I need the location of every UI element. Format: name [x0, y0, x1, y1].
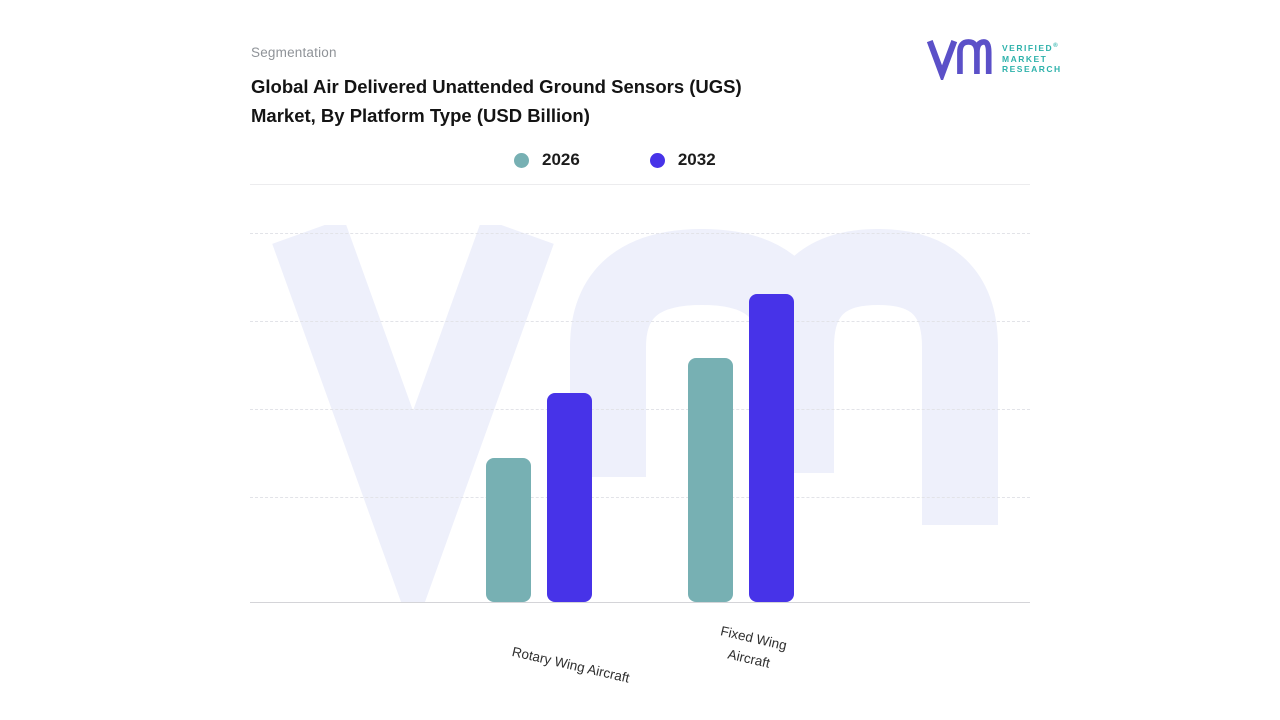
chart-title-line-1: Global Air Delivered Unattended Ground S… — [251, 76, 742, 97]
registered-mark: ® — [1053, 43, 1058, 50]
bar-fixed-wing-2026[interactable] — [688, 358, 733, 602]
legend-label-2032: 2032 — [677, 150, 716, 169]
legend-swatch-2032 — [649, 152, 665, 168]
bar-rotary-wing-2026[interactable] — [486, 457, 531, 602]
category-label-fixed-wing: Fixed Wing Aircraft — [719, 623, 789, 671]
vmr-logo: VERIFIED® MARKET RESEARCH — [926, 36, 1062, 80]
x-axis-line — [250, 602, 1030, 603]
chart-title-line-2: Market, By Platform Type (USD Billion) — [251, 105, 590, 126]
gridline — [250, 321, 1030, 322]
bar-rotary-wing-2032[interactable] — [547, 393, 592, 602]
vmr-monogram-icon — [926, 39, 992, 80]
legend-label-2026: 2026 — [542, 150, 580, 169]
legend-swatch-2026 — [514, 152, 529, 168]
vmr-watermark-icon — [272, 225, 998, 603]
gridline — [250, 497, 1030, 498]
chart-title: Global Air Delivered Unattended Ground S… — [251, 72, 742, 130]
category-label-rotary-wing: Rotary Wing Aircraft — [510, 644, 631, 686]
legend-item-2026[interactable]: 2026 — [514, 150, 580, 170]
bar-fixed-wing-2032[interactable] — [749, 293, 794, 602]
header-divider — [250, 184, 1030, 185]
wordmark-line-3: RESEARCH — [1002, 64, 1062, 75]
vmr-wordmark: VERIFIED® MARKET RESEARCH — [1002, 41, 1062, 74]
gridline — [250, 409, 1030, 410]
plot-area — [250, 225, 1030, 603]
wordmark-line-2: MARKET — [1002, 53, 1048, 64]
wordmark-line-1: VERIFIED — [1002, 43, 1054, 54]
gridline — [250, 233, 1030, 234]
legend: 2026 2032 — [514, 150, 716, 170]
legend-item-2032[interactable]: 2032 — [649, 150, 716, 170]
section-label: Segmentation — [251, 45, 337, 60]
